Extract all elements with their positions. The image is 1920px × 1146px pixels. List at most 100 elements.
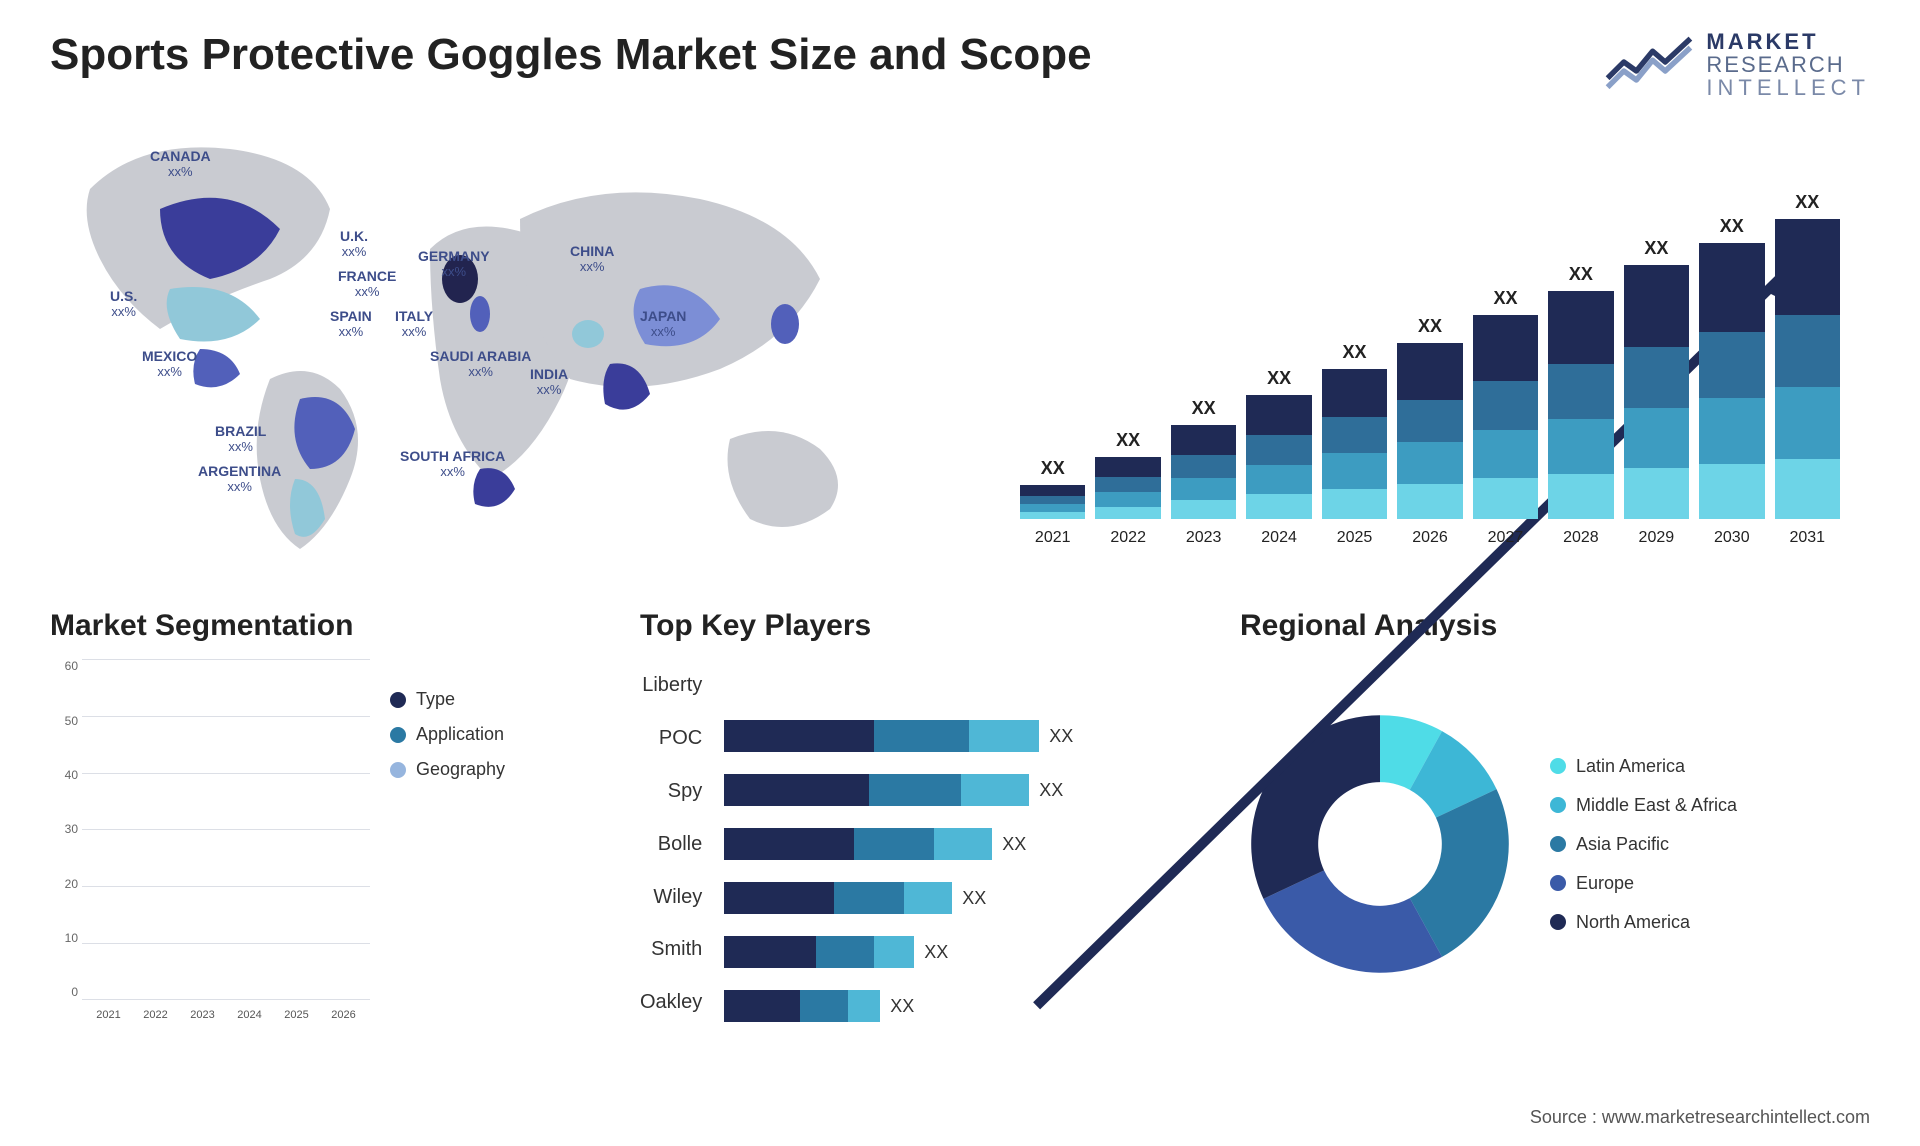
seg-ytick: 20	[65, 877, 78, 891]
regional-panel: Regional Analysis Latin America Middle Ea…	[1240, 609, 1870, 1029]
growth-bar: XX2026	[1397, 316, 1462, 519]
growth-bar-label: XX	[1720, 216, 1744, 237]
key-player-name: Bolle	[640, 833, 702, 856]
growth-bar-year: 2029	[1639, 529, 1675, 547]
page-title: Sports Protective Goggles Market Size an…	[50, 30, 1092, 80]
segmentation-legend: TypeApplicationGeography	[390, 659, 505, 1029]
logo-text-1: MARKET	[1706, 30, 1870, 53]
key-player-bar-row: XX	[724, 990, 1210, 1022]
seg-ytick: 60	[65, 659, 78, 673]
legend-item: Europe	[1550, 873, 1737, 894]
growth-bar-year: 2024	[1261, 529, 1297, 547]
key-players-names: Liberty POC Spy Bolle Wiley Smith Oakley	[640, 659, 708, 1029]
growth-bar-year: 2026	[1412, 529, 1448, 547]
growth-bar-year: 2022	[1110, 529, 1146, 547]
legend-item: Latin America	[1550, 756, 1737, 777]
key-player-value: XX	[1002, 834, 1026, 855]
growth-bar: XX2030	[1699, 216, 1764, 519]
segmentation-panel: Market Segmentation 60 50 40 30 20 10 0 2021 20…	[50, 609, 610, 1029]
map-label: MEXICOxx%	[142, 349, 197, 379]
key-player-name: Spy	[640, 780, 702, 803]
growth-bar: XX2031	[1775, 192, 1840, 519]
seg-ytick: 0	[71, 985, 78, 999]
growth-bar-year: 2025	[1337, 529, 1373, 547]
key-player-name: POC	[640, 727, 702, 750]
growth-bar: XX2022	[1095, 430, 1160, 519]
seg-bar-year: 2026	[323, 1009, 364, 1021]
regional-donut-chart	[1240, 704, 1520, 984]
map-label: U.S.xx%	[110, 289, 137, 319]
seg-bar-year: 2024	[229, 1009, 270, 1021]
world-map-icon	[50, 119, 950, 559]
map-label: ARGENTINAxx%	[198, 464, 281, 494]
key-player-value: XX	[1039, 780, 1063, 801]
map-label: GERMANYxx%	[418, 249, 490, 279]
key-player-bar-row: XX	[724, 882, 1210, 914]
logo-mark-icon	[1604, 32, 1694, 97]
map-label: SOUTH AFRICAxx%	[400, 449, 505, 479]
legend-item: Geography	[390, 759, 505, 780]
donut-slice	[1251, 715, 1380, 899]
seg-ytick: 30	[65, 822, 78, 836]
map-label: JAPANxx%	[640, 309, 686, 339]
regional-legend: Latin America Middle East & Africa Asia Pa…	[1550, 756, 1737, 933]
growth-bar: XX2028	[1548, 264, 1613, 519]
seg-bar-year: 2025	[276, 1009, 317, 1021]
seg-ytick: 50	[65, 714, 78, 728]
growth-bar-label: XX	[1795, 192, 1819, 213]
growth-chart-panel: XX2021XX2022XX2023XX2024XX2025XX2026XX20…	[990, 119, 1870, 559]
key-player-value: XX	[924, 942, 948, 963]
growth-bar-year: 2031	[1789, 529, 1825, 547]
map-label: BRAZILxx%	[215, 424, 266, 454]
source-text: Source : www.marketresearchintellect.com	[1530, 1107, 1870, 1128]
legend-item: North America	[1550, 912, 1737, 933]
growth-bar-label: XX	[1041, 458, 1065, 479]
growth-bar-year: 2021	[1035, 529, 1071, 547]
key-player-bar-row: XX	[724, 720, 1210, 752]
logo-text-3: INTELLECT	[1706, 76, 1870, 99]
growth-bar: XX2021	[1020, 458, 1085, 519]
map-label: INDIAxx%	[530, 367, 568, 397]
world-map-panel: CANADAxx% U.S.xx% MEXICOxx% BRAZILxx% ARGENT…	[50, 119, 950, 559]
key-player-name: Smith	[640, 938, 702, 961]
map-label: U.K.xx%	[340, 229, 368, 259]
segmentation-heading: Market Segmentation	[50, 609, 610, 643]
key-player-name: Wiley	[640, 886, 702, 909]
growth-bar: XX2023	[1171, 398, 1236, 519]
growth-bar-label: XX	[1343, 342, 1367, 363]
key-player-name: Liberty	[640, 674, 702, 697]
growth-bar-label: XX	[1569, 264, 1593, 285]
map-label: ITALYxx%	[395, 309, 433, 339]
growth-bar: XX2025	[1322, 342, 1387, 519]
key-player-value: XX	[962, 888, 986, 909]
map-label: SPAINxx%	[330, 309, 372, 339]
segmentation-chart: 6050403020100 202120222023202420252026	[50, 659, 370, 1029]
growth-bar-label: XX	[1267, 368, 1291, 389]
growth-bar-label: XX	[1192, 398, 1216, 419]
growth-bar-label: XX	[1418, 316, 1442, 337]
legend-item: Middle East & Africa	[1550, 795, 1737, 816]
key-players-panel: Top Key Players Liberty POC Spy Bolle Wiley S…	[640, 609, 1210, 1029]
map-label: CANADAxx%	[150, 149, 211, 179]
map-label: CHINAxx%	[570, 244, 614, 274]
seg-bar-year: 2021	[88, 1009, 129, 1021]
brand-logo: MARKET RESEARCH INTELLECT	[1604, 30, 1870, 99]
key-player-value: XX	[1049, 726, 1073, 747]
map-label: FRANCExx%	[338, 269, 396, 299]
growth-bar-year: 2027	[1488, 529, 1524, 547]
key-players-heading: Top Key Players	[640, 609, 1210, 643]
key-player-bar-row: XX	[724, 936, 1210, 968]
seg-ytick: 10	[65, 931, 78, 945]
legend-item: Type	[390, 689, 505, 710]
seg-bar-year: 2023	[182, 1009, 223, 1021]
key-player-value: XX	[890, 996, 914, 1017]
growth-bar-year: 2028	[1563, 529, 1599, 547]
key-player-name: Oakley	[640, 991, 702, 1014]
key-players-bars: XX XX XX XX XX XX	[724, 659, 1210, 1029]
regional-heading: Regional Analysis	[1240, 609, 1870, 643]
legend-item: Asia Pacific	[1550, 834, 1737, 855]
growth-bar-year: 2030	[1714, 529, 1750, 547]
seg-ytick: 40	[65, 768, 78, 782]
key-player-bar-row: XX	[724, 774, 1210, 806]
growth-bar: XX2027	[1473, 288, 1538, 519]
